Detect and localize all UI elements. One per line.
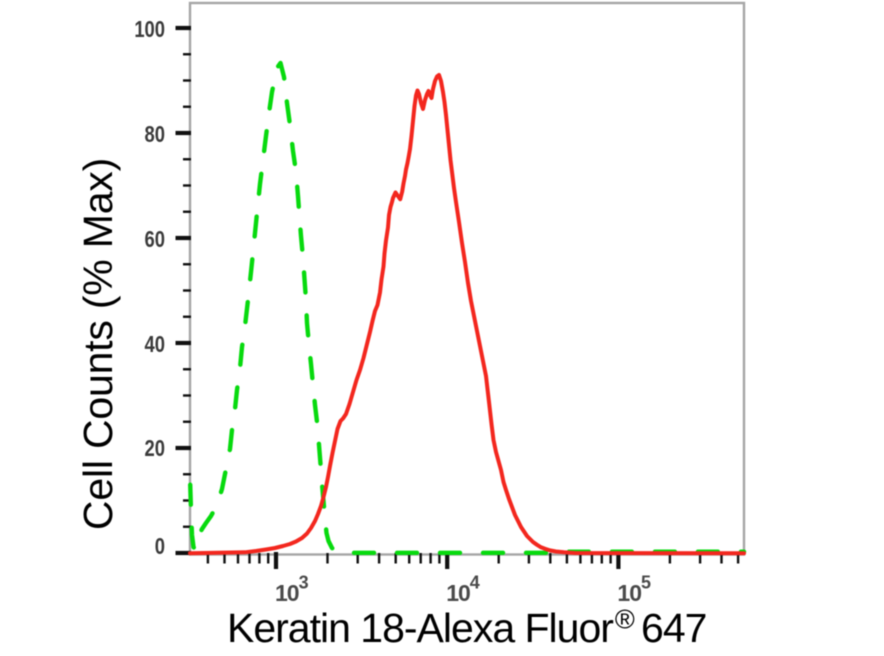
svg-text:Keratin 18-Alexa Fluor® 647: Keratin 18-Alexa Fluor® 647: [227, 605, 706, 652]
svg-text:Cell Counts (% Max): Cell Counts (% Max): [75, 158, 121, 530]
svg-text:20: 20: [145, 436, 165, 461]
svg-text:80: 80: [145, 122, 165, 147]
svg-text:0: 0: [155, 534, 165, 559]
svg-text:100: 100: [134, 17, 165, 42]
svg-text:40: 40: [145, 332, 165, 357]
svg-text:60: 60: [145, 227, 165, 252]
